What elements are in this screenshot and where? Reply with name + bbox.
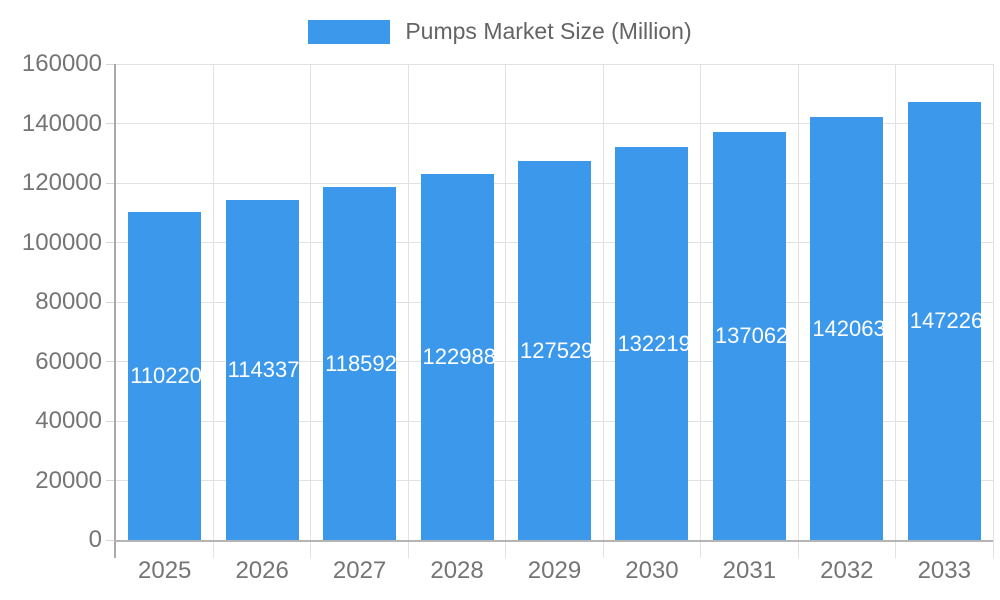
bar-value-label: 147226 (909, 308, 981, 333)
x-axis-label: 2033 (917, 557, 971, 584)
bar-value-label: 142063 (812, 315, 884, 341)
gridline-vertical (797, 64, 799, 558)
bar-value-label: 137062 (714, 323, 786, 348)
gridline-horizontal (116, 63, 993, 65)
bar-value-label: 118592 (325, 350, 397, 376)
gridline-vertical (505, 64, 507, 558)
y-axis-label: 140000 (21, 109, 102, 137)
bar-value-label: 122988 (422, 344, 494, 369)
gridline-vertical (602, 64, 604, 558)
y-axis-tick (106, 182, 116, 184)
bar: 137062 (712, 132, 786, 540)
x-axis-label: 2028 (430, 557, 484, 584)
y-axis-tick (106, 123, 116, 124)
bar-value-label: 110220 (130, 363, 202, 388)
gridline-horizontal (116, 123, 993, 124)
gridline-vertical (992, 64, 994, 558)
x-axis-label: 2027 (332, 557, 387, 584)
bar: 142063 (810, 117, 884, 540)
bar: 122988 (420, 174, 494, 540)
bar-value-label: 114337 (227, 357, 299, 382)
x-axis-label: 2025 (138, 557, 192, 584)
y-axis-tick (106, 539, 116, 541)
x-axis-label: 2030 (625, 557, 679, 584)
x-axis-label: 2032 (820, 557, 874, 584)
x-axis-label: 2026 (235, 557, 289, 584)
gridline-vertical (700, 64, 702, 558)
y-axis-line (114, 64, 116, 558)
x-axis-label: 2029 (527, 557, 582, 584)
x-axis-line (114, 540, 993, 542)
y-axis-label: 160000 (21, 50, 102, 77)
bar: 127529 (518, 161, 591, 540)
legend-label: Pumps Market Size (Million) (405, 18, 692, 44)
y-axis-tick (106, 242, 116, 243)
y-axis-label: 0 (88, 526, 102, 553)
bar: 114337 (225, 200, 299, 540)
gridline-vertical (895, 64, 897, 558)
bar-value-label: 132219 (617, 330, 689, 356)
bar: 147226 (907, 102, 981, 540)
y-axis-tick (106, 361, 116, 362)
gridline-vertical (310, 64, 312, 558)
y-axis-tick (106, 480, 116, 481)
bar: 132219 (615, 147, 689, 540)
bar: 110220 (128, 212, 202, 540)
y-axis-label: 60000 (35, 347, 102, 375)
x-axis-label: 2031 (722, 557, 777, 584)
y-axis-tick (106, 301, 116, 303)
y-axis-label: 80000 (35, 288, 102, 315)
plot-area: 0 20000 40000 60000 80000 100000 120000 140000 1… (22, 50, 994, 584)
y-axis-tick (106, 63, 116, 65)
y-axis-tick (106, 420, 116, 422)
y-axis-label: 100000 (21, 228, 102, 256)
bar: 118592 (323, 187, 397, 540)
bar-value-label: 127529 (520, 337, 591, 363)
y-axis-label: 120000 (21, 169, 102, 196)
y-axis-label: 40000 (35, 407, 102, 434)
legend-swatch (308, 19, 391, 44)
gridline-vertical (407, 64, 409, 558)
y-axis-label: 20000 (35, 466, 102, 494)
gridline-vertical (212, 64, 214, 558)
legend: Pumps Market Size (Million) (0, 18, 1000, 45)
